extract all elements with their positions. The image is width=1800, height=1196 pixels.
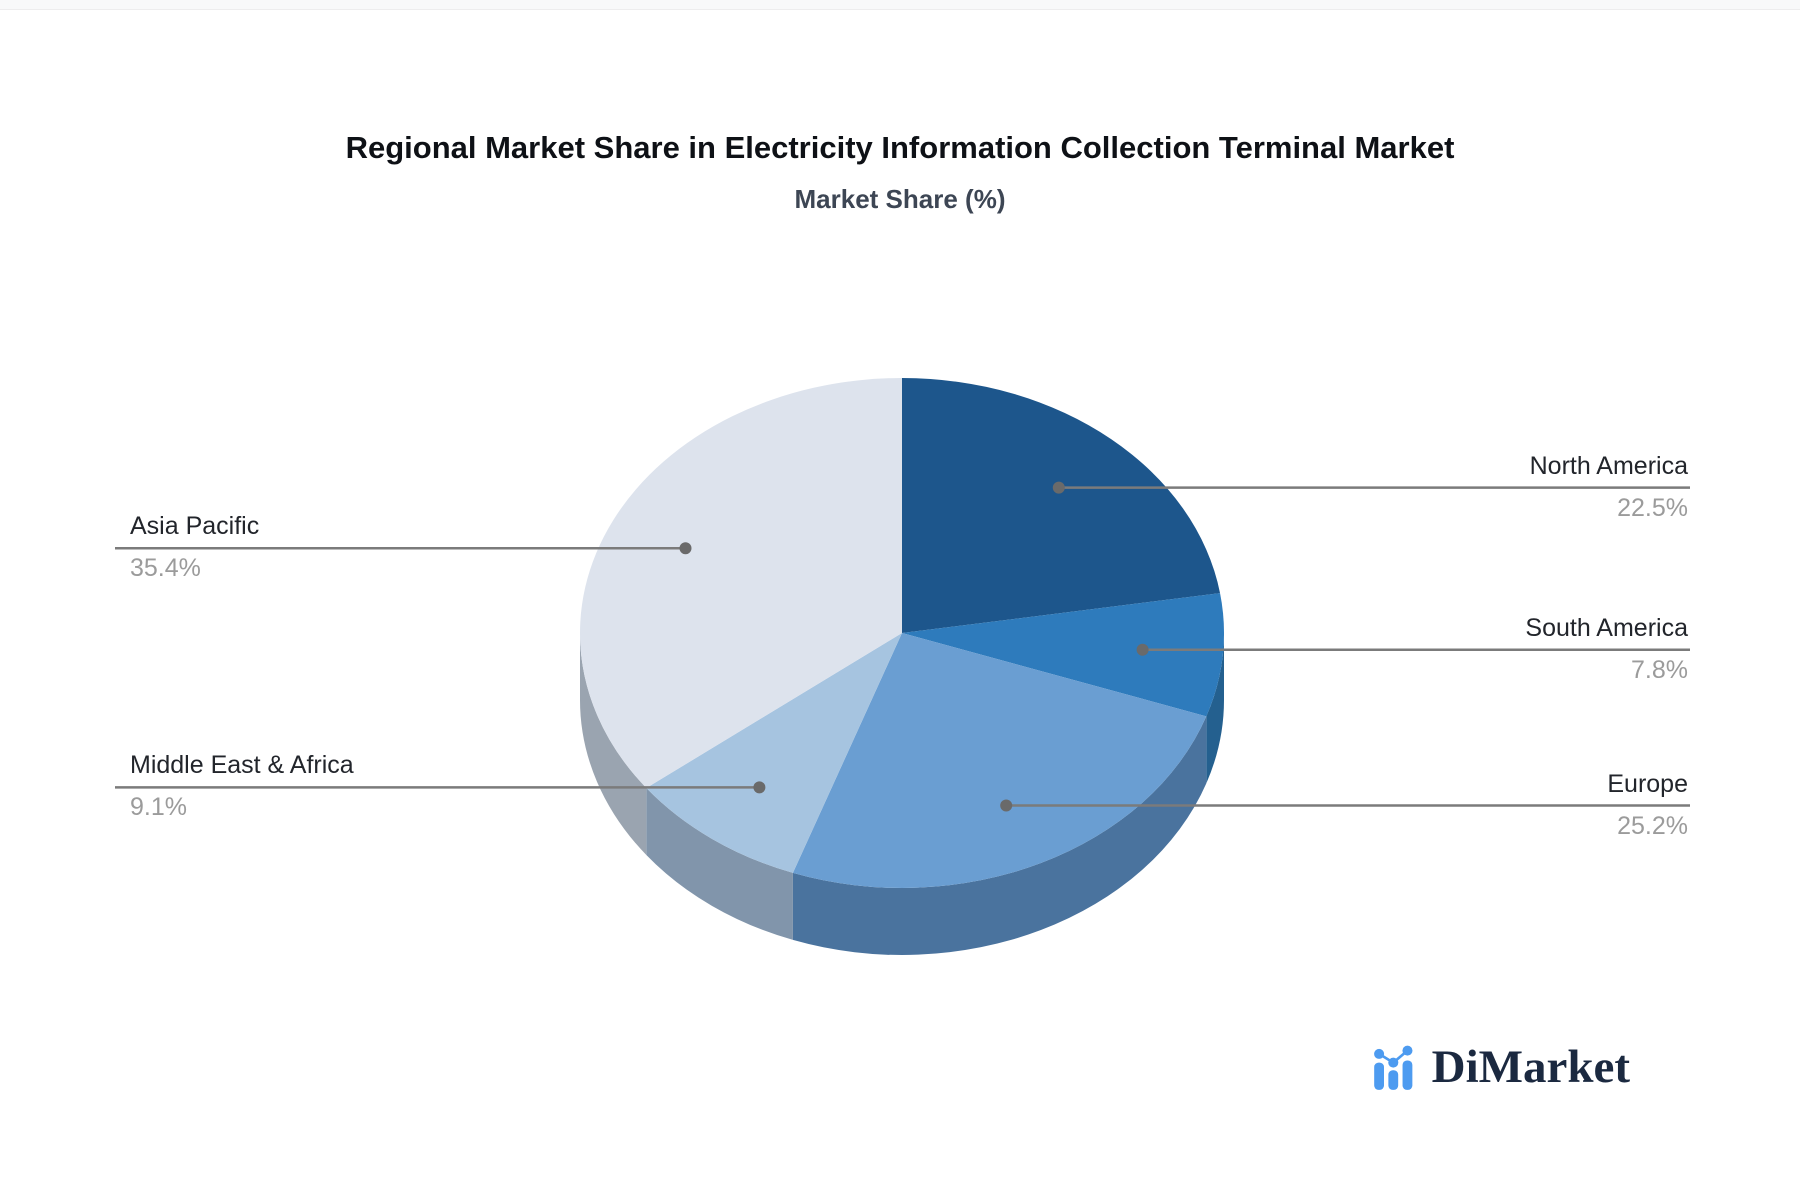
- pie-slice-north-america: [902, 378, 1221, 633]
- leader-dot-north-america: [1052, 481, 1065, 494]
- slice-label-asia-pacific: Asia Pacific 35.4%: [130, 510, 550, 584]
- slice-name: North America: [1529, 451, 1688, 480]
- pie-slice-asia-pacific: [580, 378, 902, 789]
- slice-label-europe: Europe 25.2%: [1268, 768, 1688, 842]
- slice-name: Europe: [1607, 769, 1688, 798]
- pie-slice-middle-east-africa: [646, 633, 902, 873]
- slice-value: 25.2%: [1617, 811, 1688, 840]
- slice-name: Middle East & Africa: [130, 751, 354, 780]
- pie-slice-side-asia-pacific: [580, 633, 647, 856]
- chart-subtitle: Market Share (%): [794, 184, 1006, 214]
- leader-dot-europe: [1000, 799, 1013, 812]
- slice-value: 7.8%: [1631, 655, 1688, 684]
- slice-name: South America: [1525, 613, 1688, 642]
- slice-value: 22.5%: [1617, 493, 1688, 522]
- slice-label-middle-east-africa: Middle East & Africa 9.1%: [130, 749, 550, 823]
- slice-value: 9.1%: [130, 793, 187, 822]
- dimarket-logo-icon: [1373, 1045, 1413, 1090]
- slice-label-north-america: North America 22.5%: [1268, 450, 1688, 524]
- leader-dot-south-america: [1136, 643, 1149, 656]
- slice-label-south-america: South America 7.8%: [1268, 612, 1688, 686]
- slice-name: Asia Pacific: [130, 512, 260, 541]
- pie-slice-south-america: [902, 593, 1225, 717]
- leader-dot-middle-east-africa: [753, 781, 766, 794]
- pie-slice-europe: [792, 633, 1207, 888]
- leader-dot-asia-pacific: [679, 542, 692, 555]
- dimarket-logo: DiMarket: [1372, 1041, 1630, 1093]
- chart-title: Regional Market Share in Electricity Inf…: [345, 130, 1455, 165]
- dimarket-logo-text: DiMarket: [1431, 1041, 1630, 1093]
- pie-slice-side-europe: [792, 716, 1207, 955]
- top-strip: [0, 0, 1800, 10]
- pie-slice-side-middle-east-africa: [646, 788, 793, 940]
- slice-value: 35.4%: [130, 554, 201, 583]
- pie-slice-side-south-america: [1206, 633, 1225, 784]
